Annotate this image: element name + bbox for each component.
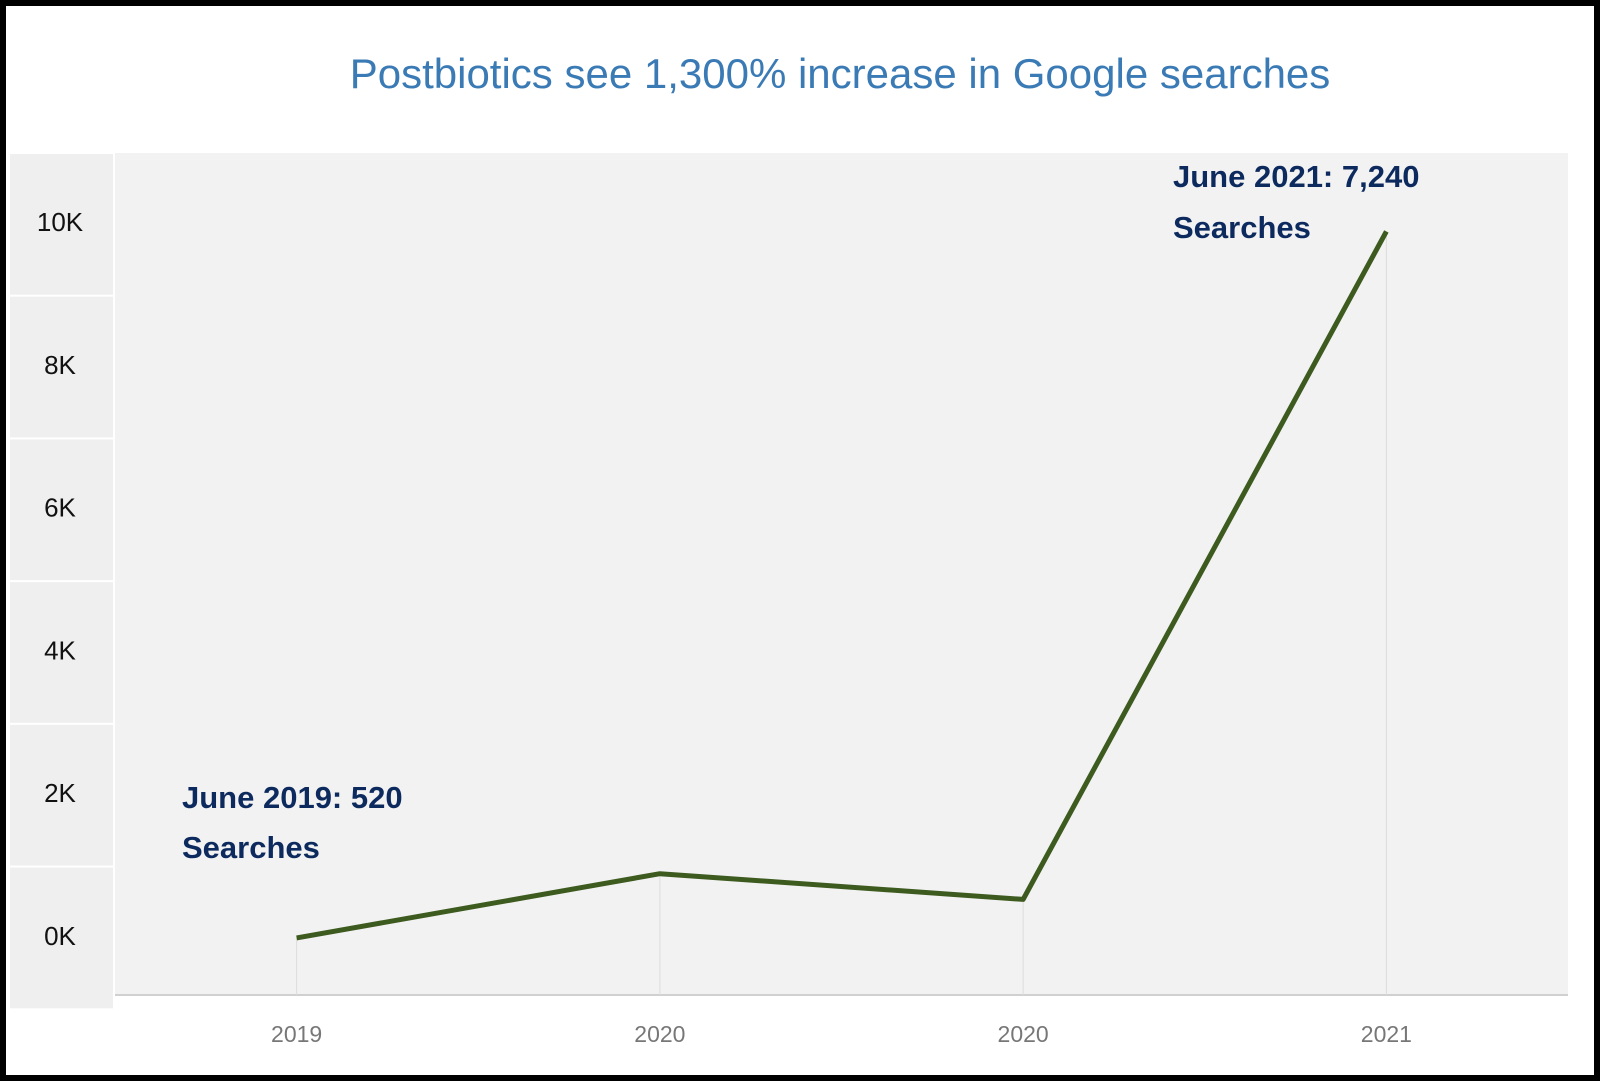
- y-tick-cell: [10, 867, 113, 1009]
- y-tick-label: 4K: [44, 635, 76, 665]
- y-tick-cell: [10, 724, 113, 866]
- y-tick-cell: [10, 154, 113, 295]
- y-tick-cell: [10, 296, 113, 438]
- annotation: June 2021: 7,240: [1173, 159, 1419, 194]
- annotation: Searches: [1173, 210, 1311, 245]
- chart-title: Postbiotics see 1,300% increase in Googl…: [350, 50, 1331, 97]
- annotation: Searches: [182, 830, 320, 865]
- x-tick-label: 2020: [634, 1021, 685, 1047]
- plot-area: [115, 153, 1568, 995]
- y-tick-label: 6K: [44, 493, 76, 523]
- y-tick-cell: [10, 582, 113, 723]
- line: [296, 230, 1389, 941]
- annotation: June 2019: 520: [182, 780, 403, 815]
- y-tick-cell: [10, 439, 113, 581]
- x-tick-label: 2019: [271, 1021, 322, 1047]
- x-tick-label: 2021: [1361, 1021, 1412, 1047]
- y-tick-label: 2K: [44, 778, 76, 808]
- y-tick-label: 0K: [44, 921, 76, 951]
- x-tick-label: 2020: [998, 1021, 1049, 1047]
- y-tick-label: 8K: [44, 350, 76, 380]
- y-tick-label: 10K: [37, 207, 84, 237]
